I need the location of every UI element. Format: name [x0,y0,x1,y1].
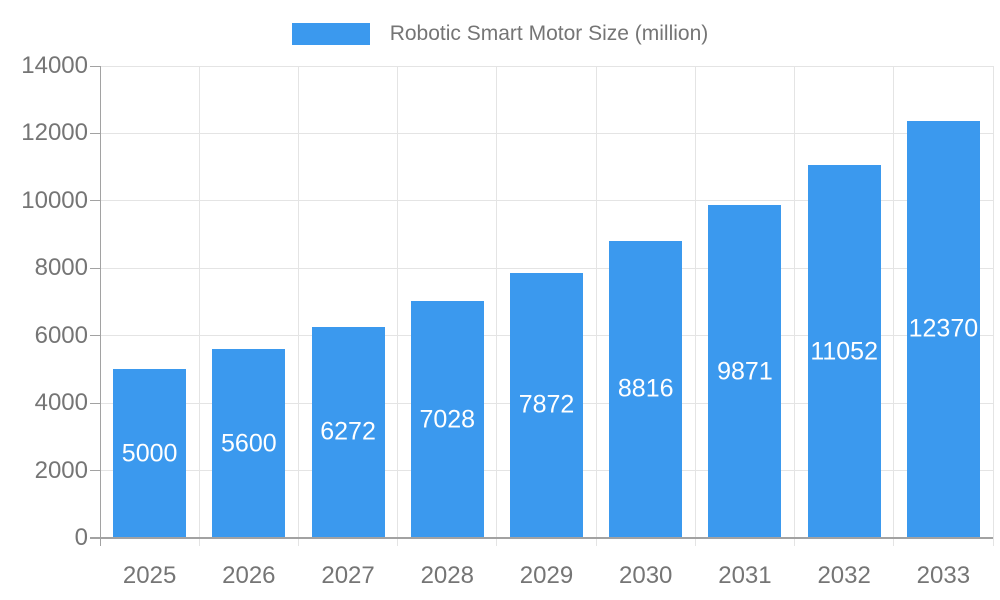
x-tick-label: 2029 [519,562,574,589]
bar-value-label: 8816 [617,374,674,403]
x-gridline [992,66,994,546]
chart-legend: Robotic Smart Motor Size (million) [0,22,1000,46]
bar-value-label: 11052 [810,337,878,366]
legend-swatch [291,23,370,45]
y-tick-label: 14000 [21,52,88,79]
x-tick-label: 2032 [817,562,871,589]
x-tick-label: 2031 [718,562,772,589]
x-tick-label: 2033 [916,562,971,589]
bar [410,301,484,538]
bar-value-label: 6272 [320,417,376,446]
x-gridline [496,66,498,546]
y-tick-mark [90,267,100,269]
y-tick-label: 0 [74,524,88,551]
bar-value-label: 5600 [221,429,277,458]
bar [609,240,683,538]
y-gridline [100,132,993,134]
y-gridline [100,65,993,67]
x-gridline [794,66,796,546]
y-gridline [100,267,993,269]
y-tick-label: 6000 [34,321,88,349]
y-tick-mark [90,335,100,337]
y-tick-label: 4000 [34,389,88,417]
legend-label: Robotic Smart Motor Size (million) [389,22,709,45]
x-tick-label: 2025 [122,562,177,589]
x-gridline [198,66,200,546]
x-gridline [297,66,299,546]
bar [708,205,782,538]
x-tick-label: 2027 [321,562,375,589]
x-gridline [397,66,399,546]
y-tick-mark [90,470,100,472]
bar [212,349,286,538]
x-tick-label: 2028 [420,562,474,589]
y-tick-mark [90,402,100,404]
x-axis-line [90,537,993,539]
y-tick-label: 2000 [34,456,88,484]
x-tick-label: 2030 [619,562,673,589]
y-tick-label: 8000 [34,254,88,282]
y-axis-line [99,66,101,546]
x-gridline [595,66,597,546]
bar [807,165,881,538]
bar [510,272,583,538]
bar [113,369,187,538]
y-tick-mark [90,200,100,202]
bar [311,326,385,538]
y-tick-label: 12000 [21,119,88,147]
bar-value-label: 9871 [717,357,773,386]
y-tick-label: 10000 [21,186,88,214]
bar-value-label: 7872 [518,390,575,419]
y-gridline [100,200,993,202]
x-gridline [893,66,895,546]
bar-value-label: 5000 [121,439,178,468]
y-tick-mark [90,65,100,67]
x-gridline [694,66,696,546]
y-tick-mark [90,132,100,134]
x-tick-label: 2026 [222,562,276,589]
bar-value-label: 7028 [419,405,476,434]
bar [906,120,980,538]
bar-value-label: 12370 [908,314,979,343]
